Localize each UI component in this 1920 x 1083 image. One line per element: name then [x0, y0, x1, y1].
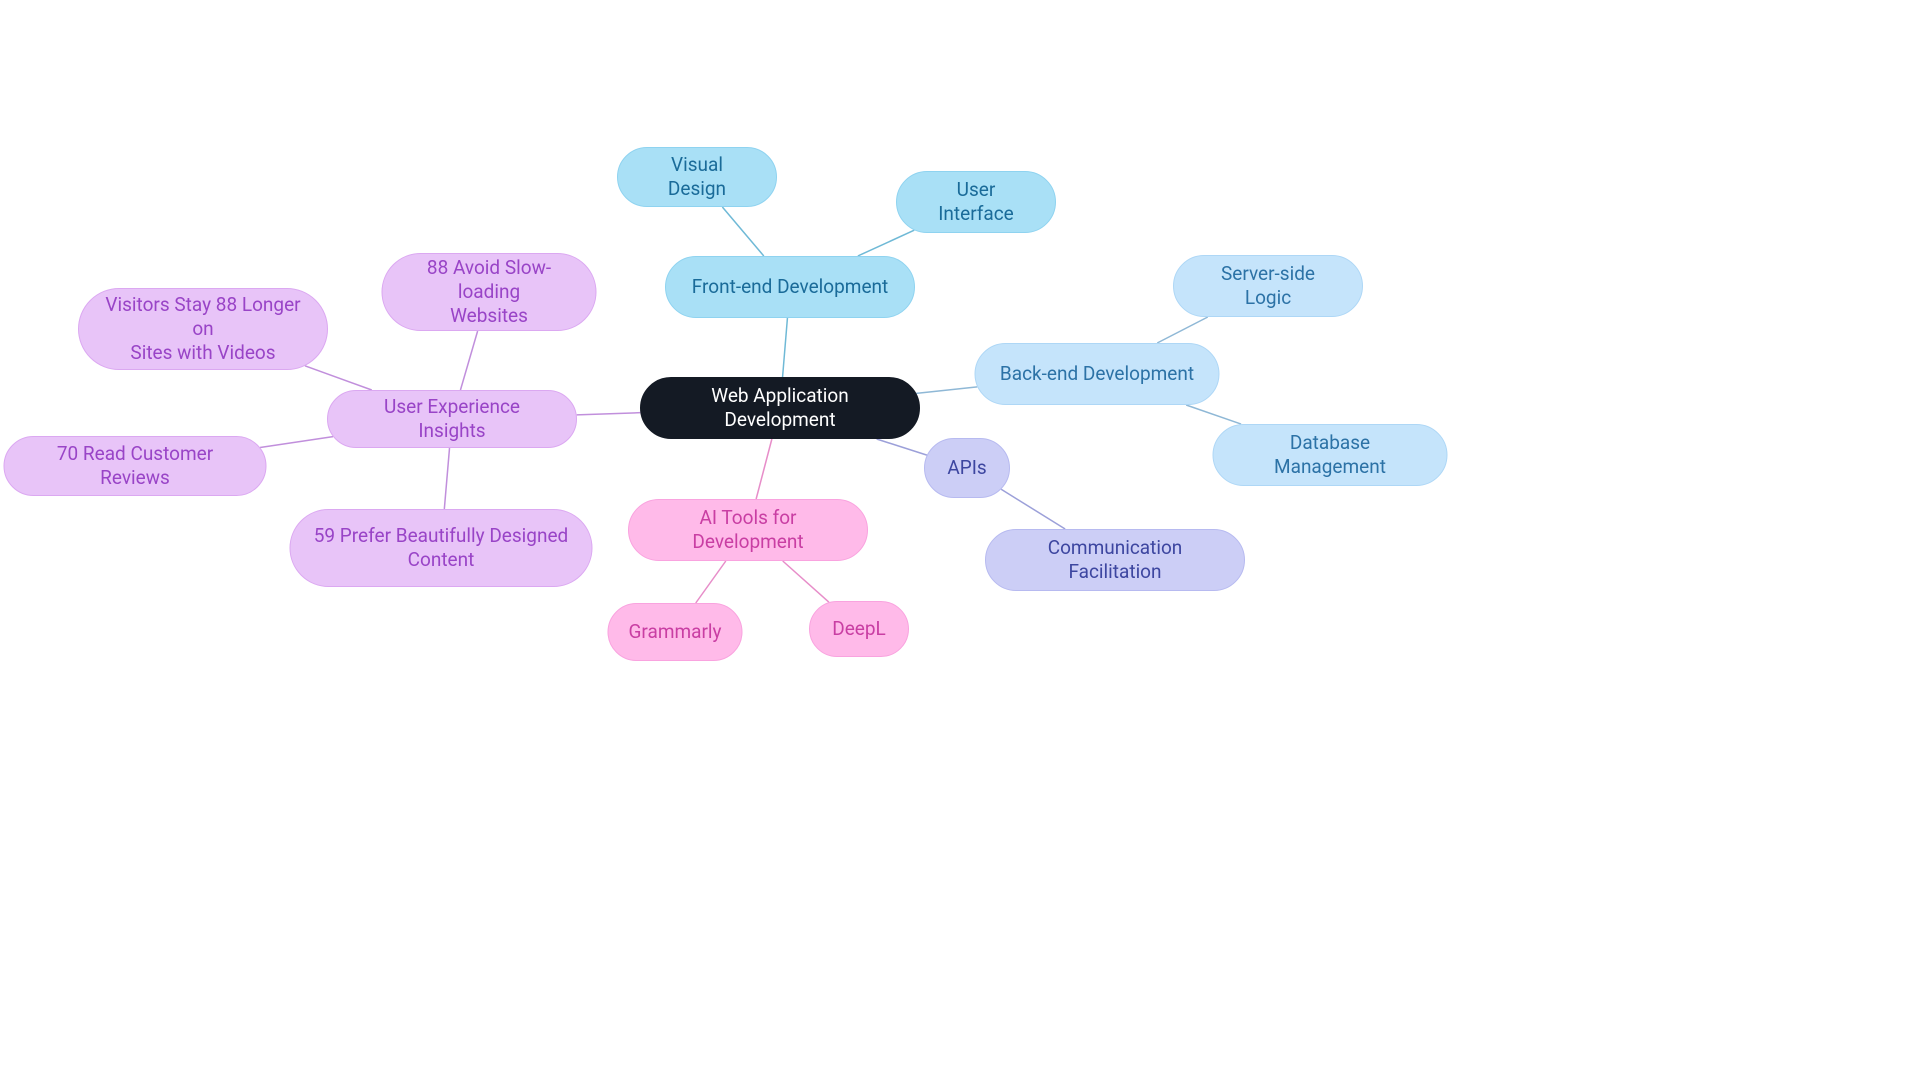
- node-label: User Experience Insights: [350, 395, 554, 443]
- node-label: Communication Facilitation: [1008, 536, 1222, 584]
- node-frontend: Front-end Development: [665, 256, 915, 318]
- edge: [444, 448, 449, 509]
- node-label: Database Management: [1236, 431, 1425, 479]
- node-label: 59 Prefer Beautifully Designed Content: [314, 524, 569, 572]
- edge: [756, 439, 772, 499]
- edge: [1001, 489, 1065, 529]
- node-label: 70 Read Customer Reviews: [27, 442, 244, 490]
- node-label: User Interface: [919, 178, 1033, 226]
- edge: [696, 561, 726, 603]
- edge: [260, 437, 333, 448]
- node-label: AI Tools for Development: [651, 506, 845, 554]
- edge: [783, 318, 788, 377]
- node-label: Web Application Development: [663, 384, 897, 432]
- node-comm-fac: Communication Facilitation: [985, 529, 1245, 591]
- node-label: DeepL: [832, 617, 886, 641]
- node-label: Grammarly: [628, 620, 721, 644]
- node-visitors-stay: Visitors Stay 88 Longer on Sites with Vi…: [78, 288, 328, 370]
- node-grammarly: Grammarly: [608, 603, 743, 661]
- node-prefer-design: 59 Prefer Beautifully Designed Content: [290, 509, 593, 587]
- node-visual-design: Visual Design: [617, 147, 777, 207]
- node-label: APIs: [947, 456, 986, 480]
- node-label: Visual Design: [640, 153, 754, 201]
- edge: [722, 207, 763, 256]
- node-db-mgmt: Database Management: [1213, 424, 1448, 486]
- node-label: Back-end Development: [1000, 362, 1194, 386]
- edge: [858, 230, 914, 256]
- edge: [1186, 405, 1241, 424]
- node-ai-tools: AI Tools for Development: [628, 499, 868, 561]
- edge: [1157, 317, 1208, 343]
- edge: [783, 561, 829, 602]
- node-ux-insights: User Experience Insights: [327, 390, 577, 448]
- node-label: Server-side Logic: [1196, 262, 1340, 310]
- edge: [877, 439, 927, 455]
- node-deepl: DeepL: [809, 601, 909, 657]
- node-root: Web Application Development: [640, 377, 920, 439]
- edge: [305, 366, 372, 390]
- edge: [460, 331, 477, 390]
- node-label: Front-end Development: [692, 275, 888, 299]
- edge-layer: [0, 0, 1920, 1083]
- node-backend: Back-end Development: [975, 343, 1220, 405]
- edge: [577, 413, 641, 415]
- node-read-reviews: 70 Read Customer Reviews: [4, 436, 267, 496]
- node-apis: APIs: [924, 438, 1010, 498]
- node-avoid-slow: 88 Avoid Slow-loading Websites: [382, 253, 597, 331]
- edge: [916, 387, 977, 394]
- mindmap-canvas: Web Application Development Front-end De…: [0, 0, 1920, 1083]
- node-label: Visitors Stay 88 Longer on Sites with Vi…: [101, 293, 305, 364]
- node-user-interface: User Interface: [896, 171, 1056, 233]
- node-server-logic: Server-side Logic: [1173, 255, 1363, 317]
- node-label: 88 Avoid Slow-loading Websites: [405, 256, 574, 327]
